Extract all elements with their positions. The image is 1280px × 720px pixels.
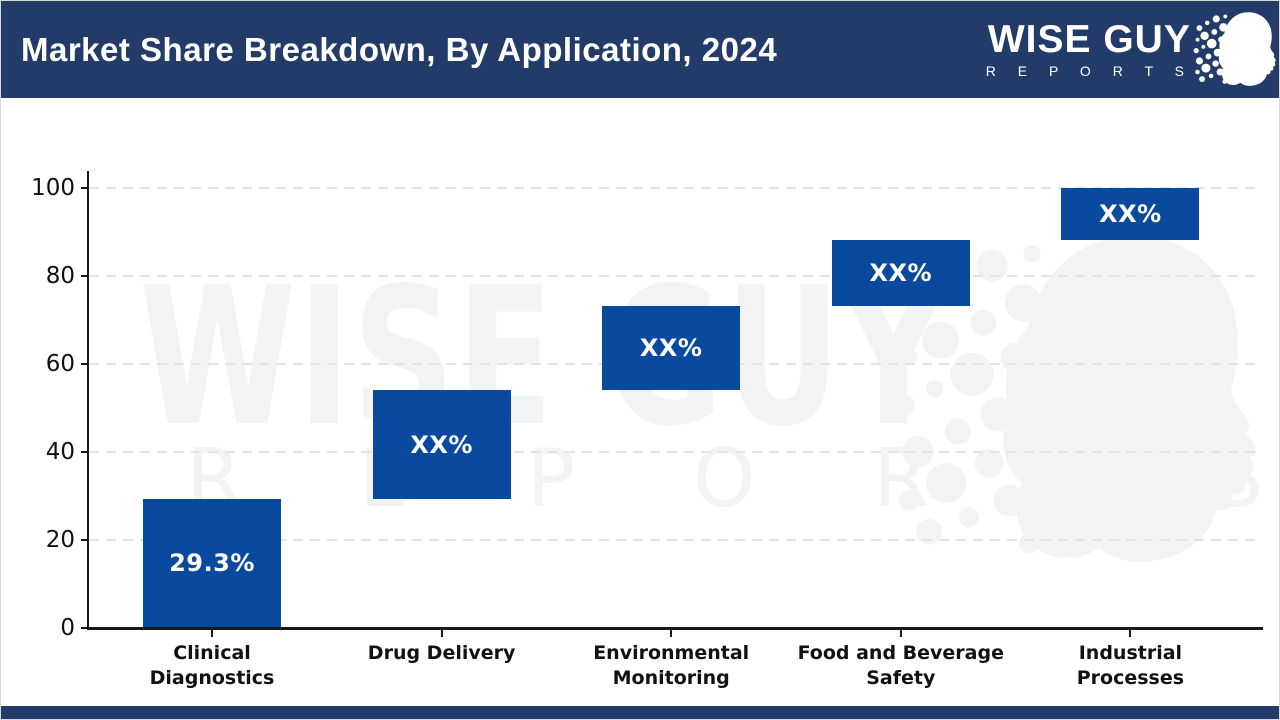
footer-bar xyxy=(1,706,1279,719)
x-category-label-line: Environmental xyxy=(593,642,750,664)
x-category-label: Food and Beverage Safety xyxy=(786,641,1016,691)
bar-value-label: 29.3% xyxy=(169,549,255,578)
gridline xyxy=(89,450,1258,453)
y-tick-mark xyxy=(81,627,88,629)
y-tick-mark xyxy=(81,186,88,189)
bar-value-label: XX% xyxy=(639,333,703,362)
logo-wordmark: WISE GUY xyxy=(987,18,1191,61)
x-category-label-line: Monitoring xyxy=(612,667,730,690)
y-tick-label: 20 xyxy=(45,526,75,553)
x-category-label-line: Drug Delivery xyxy=(367,642,516,664)
y-tick-label: 0 xyxy=(60,615,75,641)
bar-segment: XX% xyxy=(602,305,741,391)
y-tick-mark xyxy=(81,538,88,541)
x-category-label: Drug Delivery xyxy=(327,641,557,666)
x-category-label-line: Safety xyxy=(866,667,936,690)
x-category-label-line: Industrial xyxy=(1078,642,1183,664)
x-tick-mark xyxy=(670,630,673,637)
x-category-label-line: Food and Beverage xyxy=(797,642,1004,664)
x-tick-mark xyxy=(440,630,443,637)
y-tick-label: 40 xyxy=(45,438,75,465)
x-category-label: Clinical Diagnostics xyxy=(97,641,327,691)
logo-reports-label: R E P O R T S xyxy=(985,63,1193,79)
y-tick-mark xyxy=(81,450,88,453)
y-tick-mark xyxy=(81,362,88,365)
x-axis-line xyxy=(87,627,1263,630)
gridline xyxy=(89,274,1258,277)
x-tick-mark xyxy=(899,630,902,637)
x-tick-mark xyxy=(211,630,213,637)
x-tick-mark xyxy=(1129,630,1132,637)
bar-value-label: XX% xyxy=(410,430,473,459)
bar-value-label: XX% xyxy=(1099,199,1162,228)
y-tick-label: 100 xyxy=(31,174,75,201)
x-category-label: Industrial Processes xyxy=(1015,641,1245,691)
wiseguy-head-icon xyxy=(1193,12,1276,86)
wiseguy-logo: WISE GUY R E P O R T S xyxy=(986,7,1276,93)
bar-segment: XX% xyxy=(1061,187,1200,240)
y-tick-mark xyxy=(81,274,88,277)
bar-segment: XX% xyxy=(831,239,970,306)
bar-value-label: XX% xyxy=(869,258,933,287)
bar-segment: 29.3% xyxy=(143,498,281,628)
watermark-wordmark: WISE GUY xyxy=(139,247,947,468)
x-category-label-line: Clinical xyxy=(173,642,251,664)
gridline xyxy=(89,538,1258,541)
page-title: Market Share Breakdown, By Application, … xyxy=(21,31,778,68)
y-tick-label: 80 xyxy=(45,262,75,289)
gridline xyxy=(89,186,1258,189)
logo-text: WISE GUY R E P O R T S xyxy=(985,18,1193,80)
x-category-label-line: Diagnostics xyxy=(149,667,275,690)
y-tick-label: 60 xyxy=(45,350,75,377)
x-category-label: Environmental Monitoring xyxy=(556,641,786,691)
y-axis-line xyxy=(87,171,89,630)
x-category-label-line: Processes xyxy=(1076,667,1185,690)
bar-segment: XX% xyxy=(372,390,511,499)
header-bar: Market Share Breakdown, By Application, … xyxy=(1,1,1279,98)
